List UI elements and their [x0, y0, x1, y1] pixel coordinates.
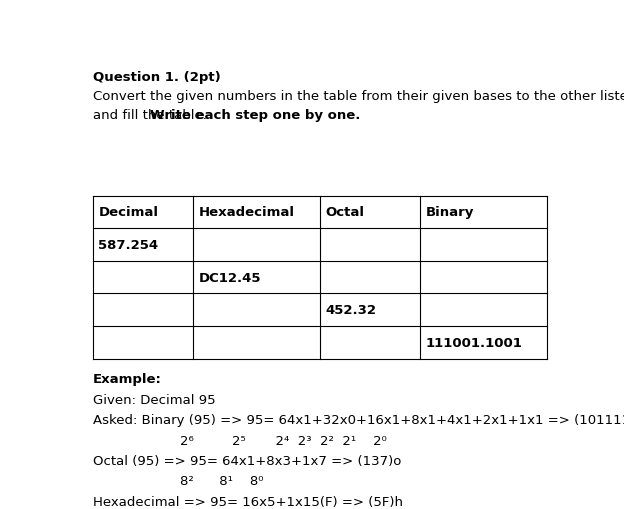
- Text: 587.254: 587.254: [99, 239, 158, 251]
- Text: 8²      8¹    8⁰: 8² 8¹ 8⁰: [180, 474, 263, 488]
- Text: Octal (95) => 95= 64x1+8x3+1x7 => (137)o: Octal (95) => 95= 64x1+8x3+1x7 => (137)o: [92, 454, 401, 467]
- Text: 452.32: 452.32: [326, 304, 377, 317]
- Text: DC12.45: DC12.45: [198, 271, 261, 284]
- Text: and fill the table.: and fill the table.: [92, 108, 211, 122]
- Text: Write each step one by one.: Write each step one by one.: [150, 108, 360, 122]
- Text: Convert the given numbers in the table from their given bases to the other liste: Convert the given numbers in the table f…: [92, 90, 624, 103]
- Text: Question 1. (2pt): Question 1. (2pt): [92, 71, 220, 84]
- Text: Hexadecimal: Hexadecimal: [198, 206, 295, 219]
- Text: 2⁶         2⁵       2⁴  2³  2²  2¹    2⁰: 2⁶ 2⁵ 2⁴ 2³ 2² 2¹ 2⁰: [180, 434, 386, 447]
- Text: Decimal: Decimal: [99, 206, 158, 219]
- Text: Hexadecimal => 95= 16x5+1x15(F) => (5F)h: Hexadecimal => 95= 16x5+1x15(F) => (5F)h: [92, 495, 402, 508]
- Text: Asked: Binary (95) => 95= 64x1+32x0+16x1+8x1+4x1+2x1+1x1 => (1011111)b: Asked: Binary (95) => 95= 64x1+32x0+16x1…: [92, 413, 624, 427]
- Text: Binary: Binary: [426, 206, 474, 219]
- Text: Given: Decimal 95: Given: Decimal 95: [92, 393, 215, 406]
- Text: Example:: Example:: [92, 373, 162, 386]
- Text: Octal: Octal: [326, 206, 364, 219]
- Text: 111001.1001: 111001.1001: [426, 336, 522, 349]
